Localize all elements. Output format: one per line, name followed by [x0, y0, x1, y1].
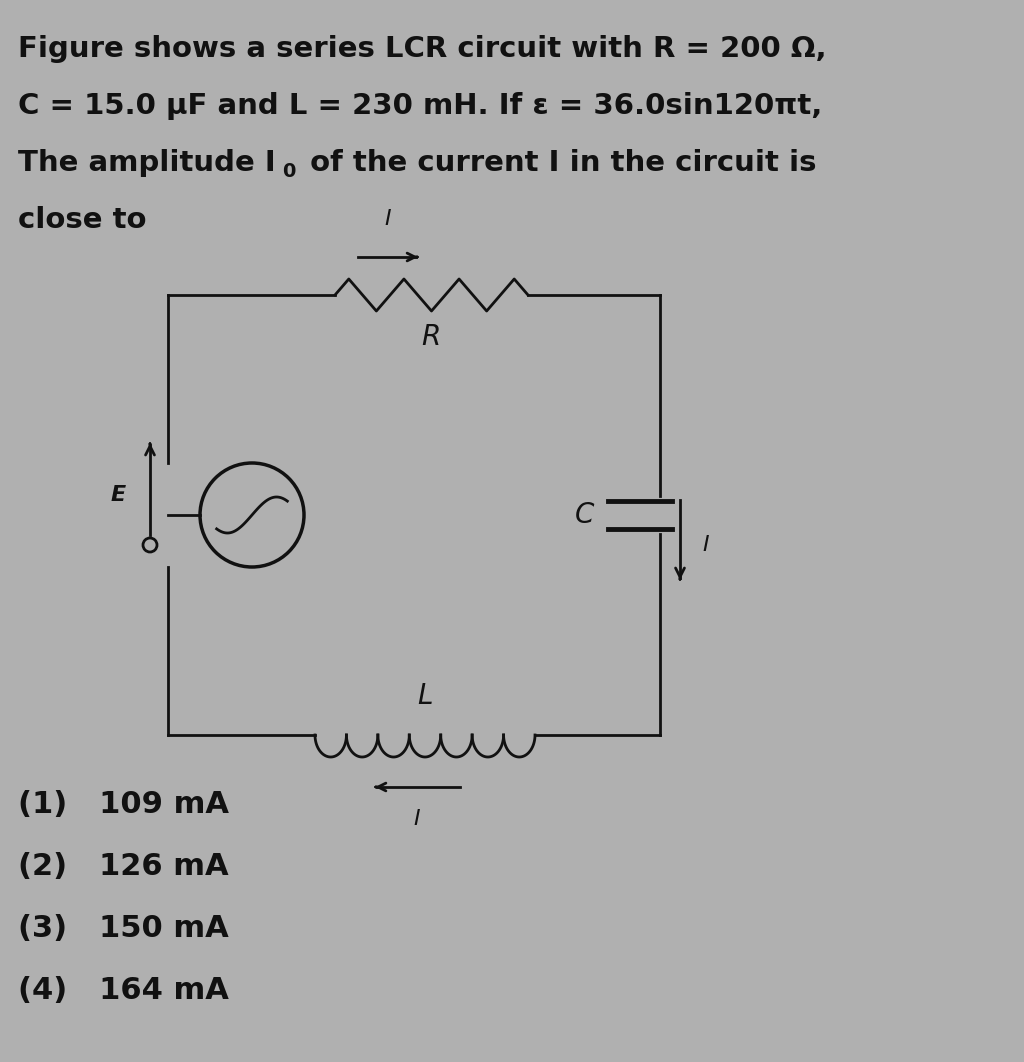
Text: close to: close to — [18, 206, 146, 234]
Text: C = 15.0 μF and L = 230 mH. If ε = 36.0sin120πt,: C = 15.0 μF and L = 230 mH. If ε = 36.0s… — [18, 92, 822, 120]
Text: (3)   150 mA: (3) 150 mA — [18, 914, 228, 943]
Text: (4)   164 mA: (4) 164 mA — [18, 976, 229, 1005]
Text: of the current I in the circuit is: of the current I in the circuit is — [300, 149, 816, 177]
Text: I: I — [702, 535, 709, 555]
Text: R: R — [421, 323, 440, 352]
Text: E: E — [111, 485, 126, 506]
Text: I: I — [385, 209, 391, 229]
Text: (2)   126 mA: (2) 126 mA — [18, 852, 228, 881]
Text: (1)   109 mA: (1) 109 mA — [18, 790, 229, 819]
Text: L: L — [417, 682, 433, 710]
Text: I: I — [414, 809, 420, 829]
Text: The amplitude I: The amplitude I — [18, 149, 275, 177]
Text: Figure shows a series LCR circuit with R = 200 Ω,: Figure shows a series LCR circuit with R… — [18, 35, 826, 63]
Text: C: C — [574, 501, 594, 529]
Text: 0: 0 — [282, 162, 295, 181]
